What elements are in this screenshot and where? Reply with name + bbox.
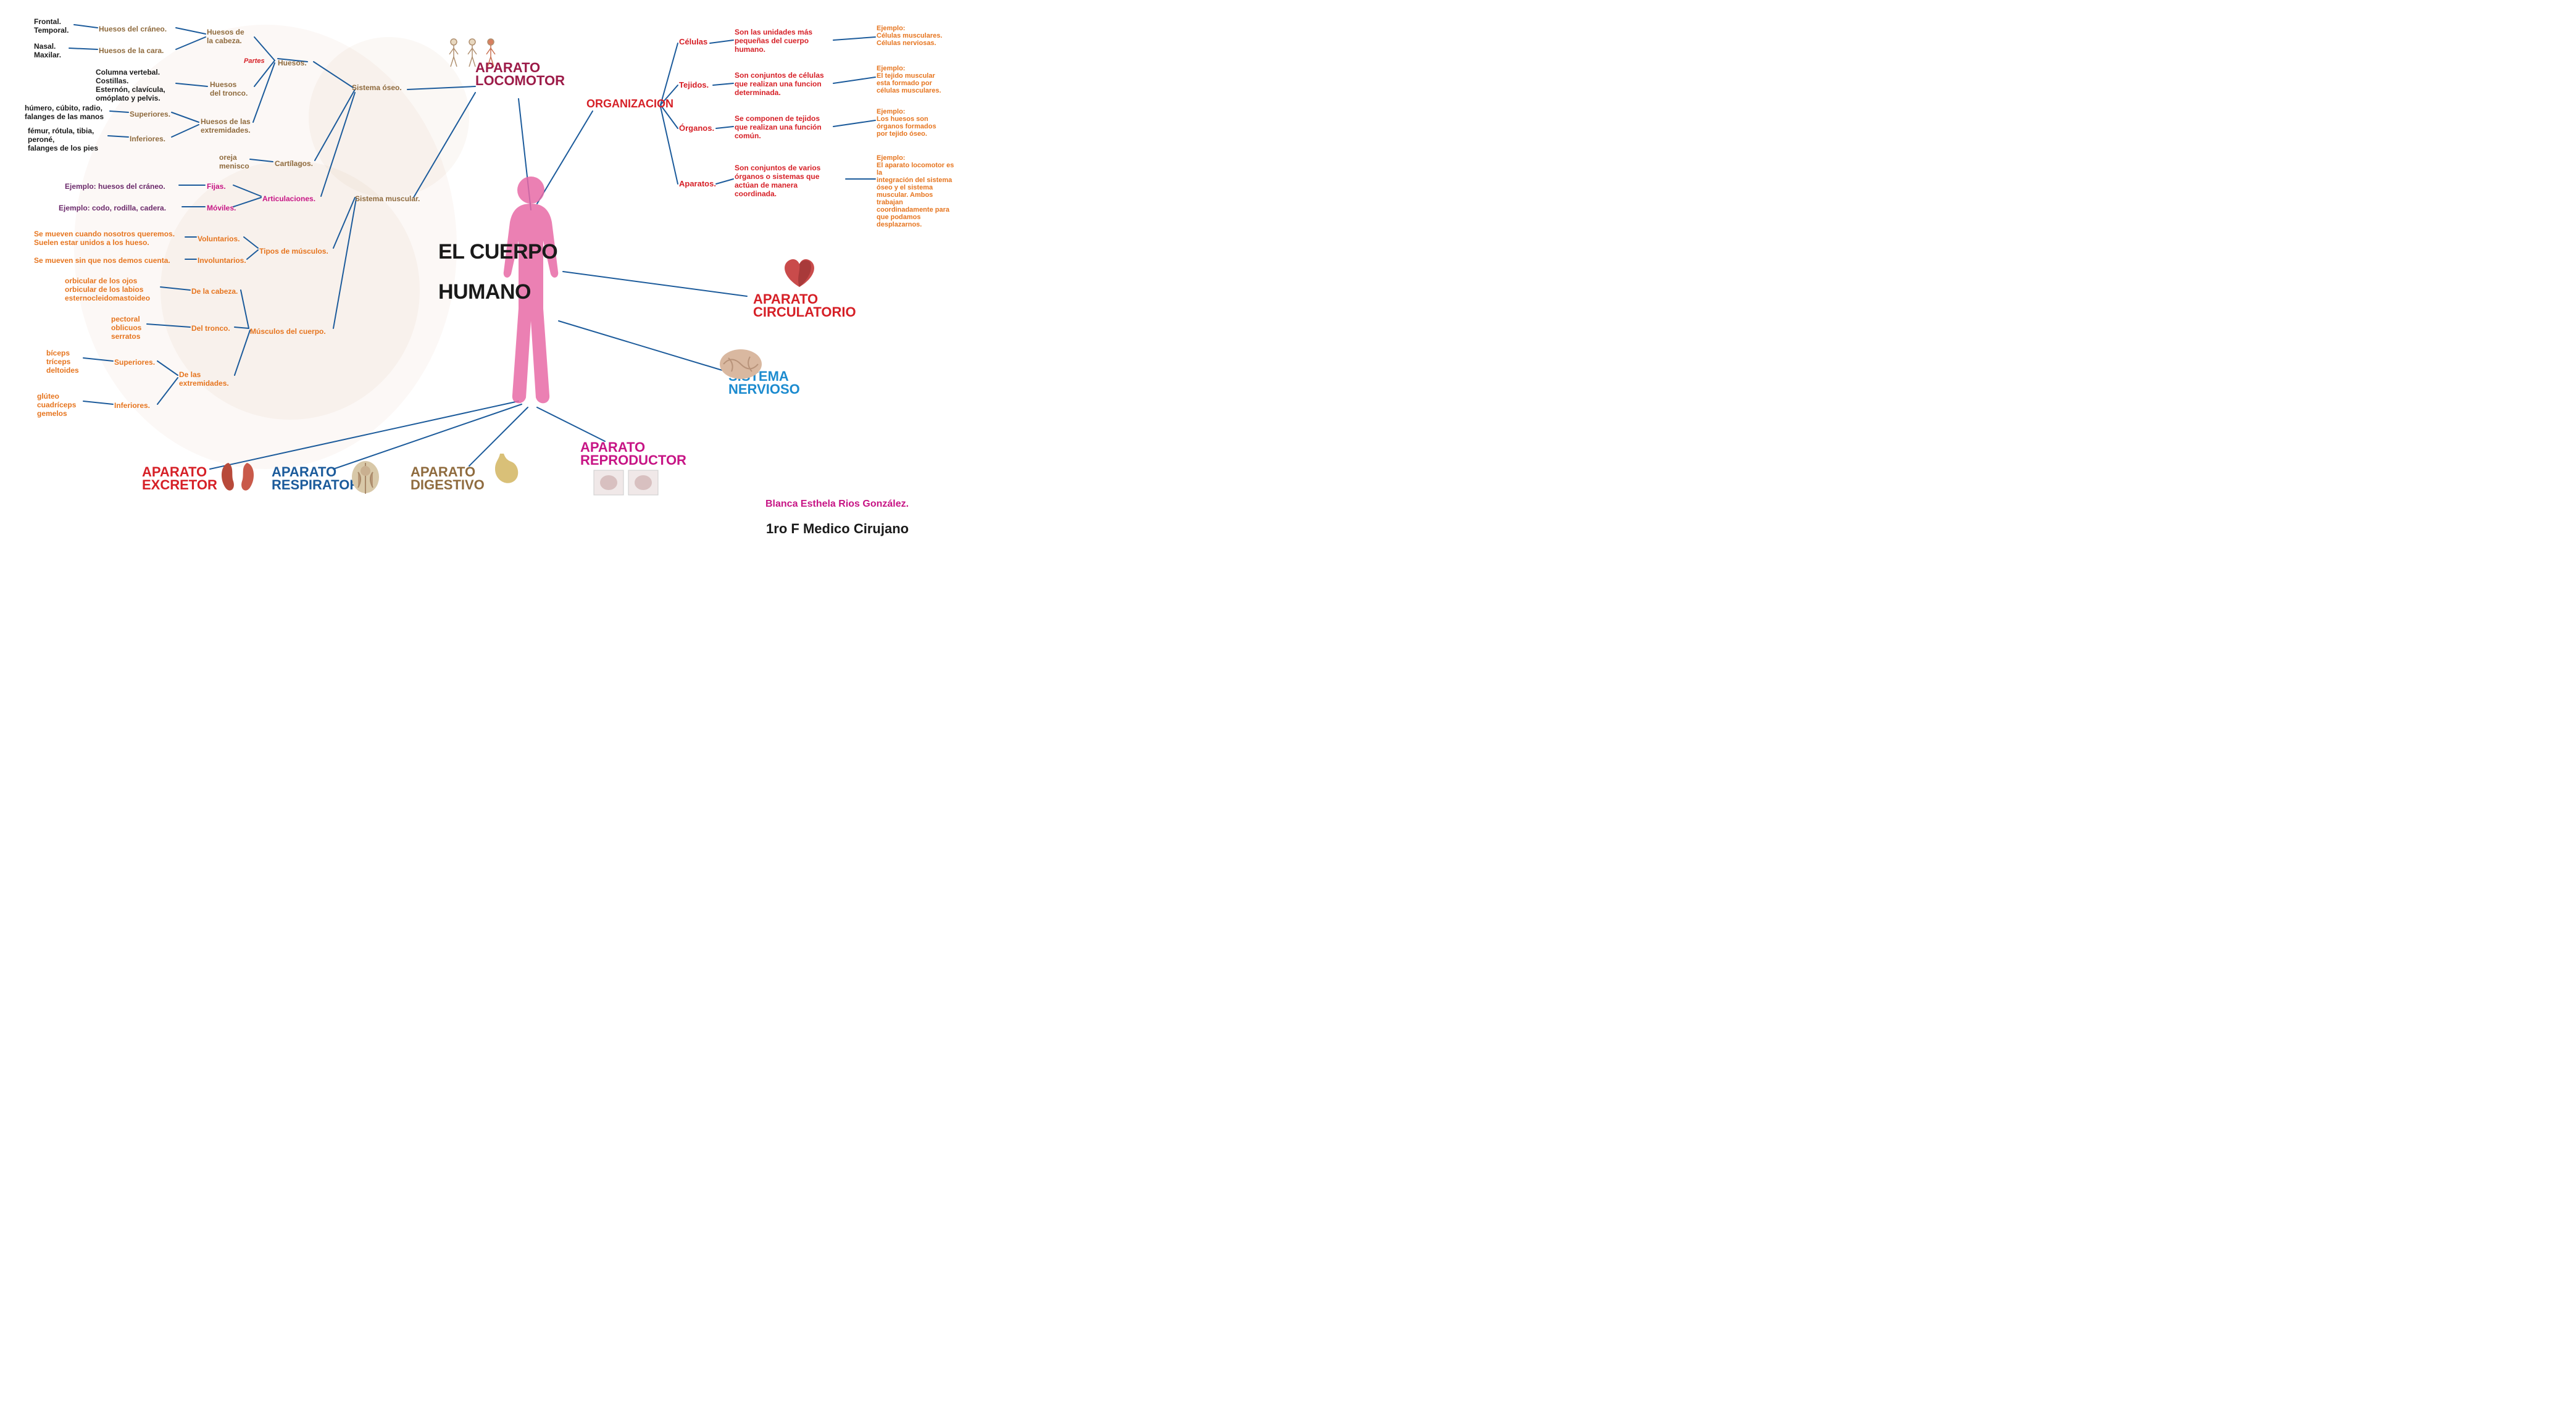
- loco-huesos_tronco: Huesos del tronco.: [210, 80, 248, 98]
- major-node-organizacion: ORGANIZACION: [586, 99, 673, 109]
- loco-pectoral: pectoral oblicuos serratos: [111, 315, 141, 341]
- org-example-2: Ejemplo: Los huesos son órganos formados…: [877, 108, 936, 138]
- loco-cartilagos: Cartílagos.: [275, 159, 313, 168]
- org-example-3: Ejemplo: El aparato locomotor es la inte…: [877, 154, 954, 228]
- loco-inferiores_h: Inferiores.: [130, 135, 165, 143]
- org-label-0: Células: [679, 37, 707, 46]
- loco-inferiores_m: Inferiores.: [114, 401, 150, 410]
- loco-gluteo: glúteo cuadríceps gemelos: [37, 392, 76, 418]
- heart-icon: [778, 253, 821, 290]
- major-node-circulatorio: APARATO CIRCULATORIO: [753, 293, 856, 319]
- loco-de_extrem: De las extremidades.: [179, 370, 229, 388]
- footer-credits: Blanca Esthela Rios González. 1ro F Medi…: [765, 488, 909, 548]
- loco-fijas: Fijas.: [207, 182, 226, 191]
- title-line1: EL CUERPO: [438, 242, 557, 262]
- brain-icon: [716, 346, 765, 383]
- loco-musc_cuerpo: Músculos del cuerpo.: [250, 327, 326, 336]
- loco-superiores_h: Superiores.: [130, 110, 170, 118]
- loco-voluntarios: Voluntarios.: [198, 235, 240, 243]
- author-group: 1ro F Medico Cirujano: [765, 521, 909, 537]
- stomach-icon: [488, 451, 525, 491]
- org-label-2: Órganos.: [679, 123, 714, 133]
- lungs-icon: [346, 460, 386, 500]
- loco-del_tronco: Del tronco.: [191, 324, 230, 333]
- org-example-1: Ejemplo: El tejido muscular esta formado…: [877, 65, 941, 94]
- loco-frontal: Frontal. Temporal.: [34, 17, 69, 35]
- loco-huesos_extrem: Huesos de las extremidades.: [201, 117, 251, 135]
- loco-femur: fémur, rótula, tibia, peroné, falanges d…: [28, 127, 98, 152]
- loco-nasal: Nasal. Maxilar.: [34, 42, 61, 59]
- org-example-0: Ejemplo: Células musculares. Células ner…: [877, 25, 942, 47]
- loco-tipos_musc: Tipos de músculos.: [259, 247, 328, 256]
- major-node-reproductor: APARATO REPRODUCTOR: [580, 441, 686, 467]
- loco-de_cabeza: De la cabeza.: [191, 287, 238, 296]
- org-desc-2: Se componen de tejidos que realizan una …: [735, 114, 822, 140]
- loco-cara: Huesos de la cara.: [99, 46, 164, 55]
- repro-icon: [593, 469, 661, 497]
- loco-ej_moviles: Ejemplo: codo, rodilla, cadera.: [59, 204, 166, 212]
- loco-humero: húmero, cúbito, radio, falanges de las m…: [25, 104, 104, 121]
- center-title: EL CUERPO HUMANO: [438, 222, 557, 322]
- loco-moviles: Móviles.: [207, 204, 236, 212]
- loco-superiores_m: Superiores.: [114, 358, 155, 367]
- org-desc-3: Son conjuntos de varios órganos o sistem…: [735, 164, 820, 198]
- loco-sistema_muscular: Sistema muscular.: [355, 194, 420, 203]
- skeletons-icon: [444, 37, 500, 71]
- loco-invol_desc: Se mueven sin que nos demos cuenta.: [34, 256, 170, 265]
- kidney-icon: [216, 460, 259, 494]
- loco-huesos_cabeza: Huesos de la cabeza.: [207, 28, 244, 45]
- loco-articulaciones: Articulaciones.: [262, 194, 315, 203]
- loco-craneo: Huesos del cráneo.: [99, 25, 167, 33]
- org-label-1: Tejidos.: [679, 80, 709, 89]
- major-node-excretor: APARATO EXCRETOR: [142, 466, 217, 492]
- loco-orbicular: orbicular de los ojos orbicular de los l…: [65, 276, 150, 302]
- loco-oreja: oreja menisco: [219, 153, 249, 170]
- loco-huesos: Huesos.: [278, 59, 307, 67]
- loco-vol_desc: Se mueven cuando nosotros queremos. Suel…: [34, 230, 175, 247]
- org-label-3: Aparatos.: [679, 179, 716, 188]
- loco-partes: Partes: [244, 57, 265, 65]
- major-node-digestivo: APARATO DIGESTIVO: [411, 466, 485, 492]
- loco-involuntarios: Involuntarios.: [198, 256, 246, 265]
- loco-ej_fijas: Ejemplo: huesos del cráneo.: [65, 182, 165, 191]
- title-line2: HUMANO: [438, 282, 557, 302]
- org-desc-0: Son las unidades más pequeñas del cuerpo…: [735, 28, 812, 54]
- author-name: Blanca Esthela Rios González.: [765, 499, 909, 510]
- loco-columna: Columna vertebal. Costillas. Esternón, c…: [96, 68, 165, 102]
- loco-sistema_oseo: Sistema óseo.: [352, 83, 402, 92]
- org-desc-1: Son conjuntos de células que realizan un…: [735, 71, 824, 97]
- loco-biceps: bíceps tríceps deltoides: [46, 349, 79, 375]
